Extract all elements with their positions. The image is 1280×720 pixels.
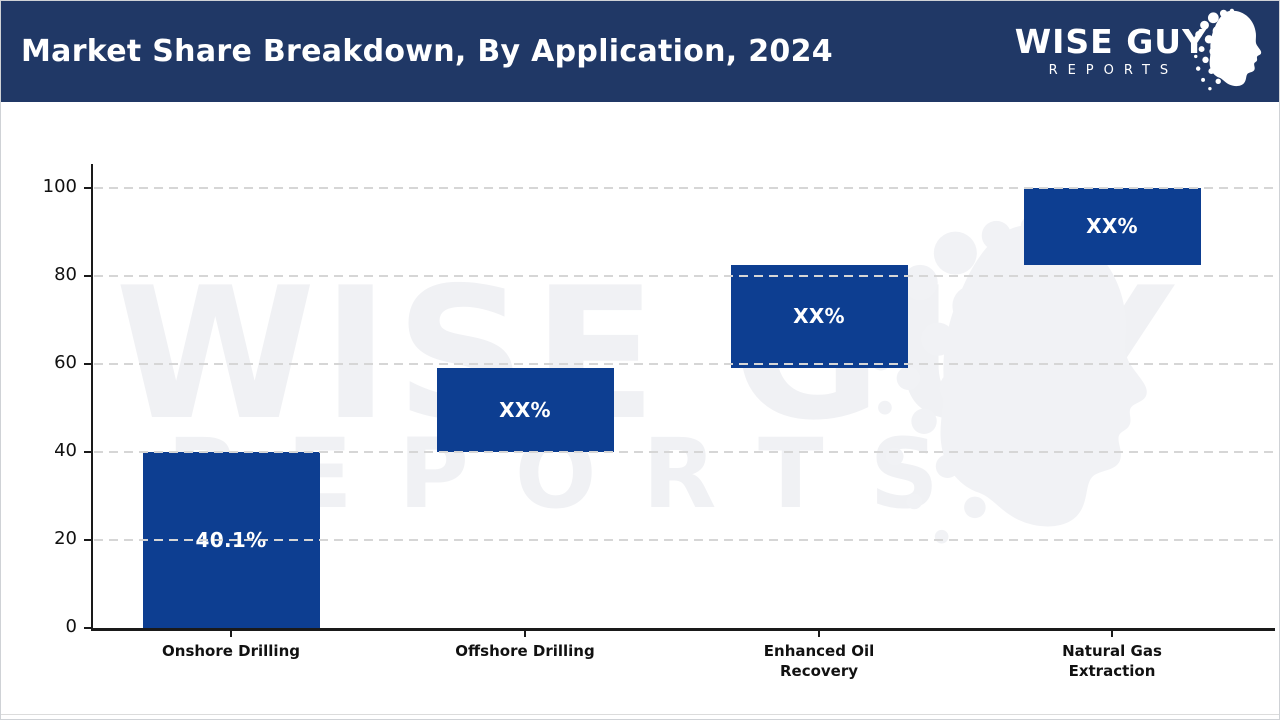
x-axis-line <box>91 628 1275 631</box>
x-category-label-line: Recovery <box>779 662 859 681</box>
brand-name: WISE GUY <box>1014 22 1207 61</box>
y-tick-label: 60 <box>54 352 77 373</box>
y-tick-label: 100 <box>42 176 77 197</box>
bar-value-label: XX% <box>1086 214 1138 239</box>
x-category-label-line: Extraction <box>1068 662 1156 681</box>
x-category-label-line: Onshore Drilling <box>162 642 300 660</box>
brand-logo-text: WISE GUY REPORTS <box>1015 25 1207 78</box>
y-axis-tick <box>84 275 92 277</box>
gridline <box>94 275 1273 277</box>
y-tick-label: 0 <box>65 616 77 637</box>
bar: XX% <box>1023 188 1201 265</box>
brand-logo: WISE GUY REPORTS <box>1015 8 1265 96</box>
bar: XX% <box>436 367 614 452</box>
bottom-divider <box>1 714 1279 715</box>
bar-value-label: XX% <box>793 304 845 329</box>
header-bar: Market Share Breakdown, By Application, … <box>1 1 1279 102</box>
gridline <box>94 539 1273 541</box>
x-category-label: Offshore Drilling <box>415 641 635 661</box>
y-axis-tick <box>84 187 92 189</box>
wiseguy-face-icon <box>1191 8 1265 96</box>
y-axis-tick <box>84 451 92 453</box>
brand-subtitle: REPORTS <box>1048 63 1179 78</box>
x-category-label-line: Natural Gas <box>1062 642 1162 660</box>
x-category-label-line: Offshore Drilling <box>455 642 595 660</box>
chart-area: WISE GUY REPORTS 0 20 40 60 80 100 40.1% Onshor… <box>1 102 1279 719</box>
x-axis-tick <box>230 631 232 637</box>
bar-value-label: XX% <box>499 397 551 422</box>
x-category-label: Natural Gas Extraction <box>1002 641 1222 682</box>
y-axis-tick <box>84 363 92 365</box>
bar: XX% <box>730 264 908 368</box>
x-axis-tick <box>1111 631 1113 637</box>
x-category-label: Onshore Drilling <box>121 641 341 661</box>
x-axis-tick <box>818 631 820 637</box>
gridline <box>94 451 1273 453</box>
y-tick-label: 40 <box>54 440 77 461</box>
y-tick-label: 80 <box>54 264 77 285</box>
chart-title: Market Share Breakdown, By Application, … <box>21 34 833 69</box>
y-axis-tick <box>84 539 92 541</box>
x-category-label: Enhanced Oil Recovery <box>709 641 929 682</box>
x-axis-tick <box>524 631 526 637</box>
y-axis-line <box>91 164 93 631</box>
y-tick-label: 20 <box>54 528 77 549</box>
x-category-label-line: Enhanced Oil <box>763 642 875 660</box>
gridline <box>94 363 1273 365</box>
y-axis-tick <box>84 627 92 629</box>
gridline <box>94 187 1273 189</box>
